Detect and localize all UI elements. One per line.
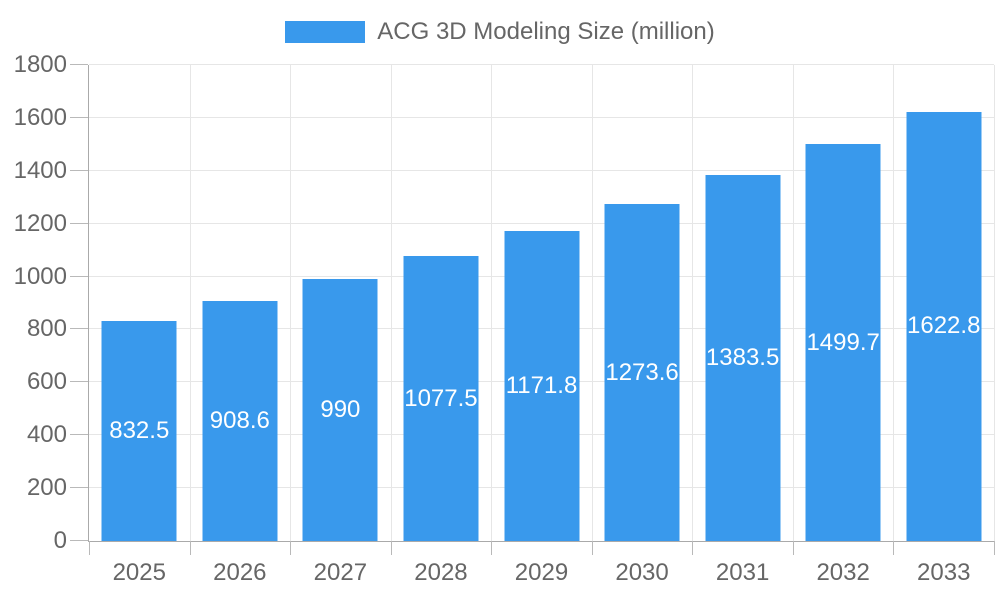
- plot-area: 0 200 400 600 800 1000 1200 1400 1600 1800 832.5 20…: [14, 53, 995, 585]
- y-axis-label: 200: [26, 474, 67, 502]
- x-axis-label: 2026: [213, 559, 267, 586]
- bar-2029: 1171.8: [504, 231, 579, 541]
- y-axis-label: 1200: [13, 209, 67, 237]
- bar-value-label: 1171.8: [505, 372, 578, 400]
- bar-2033: 1622.8: [906, 111, 982, 541]
- x-gridline: [189, 65, 191, 541]
- x-axis-label: 2031: [715, 559, 770, 586]
- x-gridline: [491, 65, 493, 541]
- bar-2031: 1383.5: [705, 175, 781, 541]
- x-axis-label: 2027: [313, 559, 368, 586]
- bar-value-label: 908.6: [209, 406, 270, 434]
- y-axis-tick: [70, 64, 88, 65]
- y-axis-label: 1600: [13, 103, 67, 131]
- bar-2026: 908.6: [202, 300, 278, 541]
- y-gridline: [89, 64, 994, 65]
- y-axis-tick: [70, 434, 88, 436]
- y-axis-label: 600: [26, 368, 67, 396]
- x-axis-label: 2025: [112, 559, 166, 586]
- y-axis-label: 0: [53, 527, 67, 554]
- y-axis-tick: [70, 328, 88, 330]
- x-axis-tick: [290, 541, 292, 555]
- bar-value-label: 1077.5: [404, 384, 478, 412]
- y-axis-tick: [70, 487, 88, 489]
- y-axis-label: 800: [26, 315, 67, 343]
- x-axis-tick: [491, 541, 493, 555]
- x-axis-label: 2029: [514, 559, 569, 586]
- bar-2025: 832.5: [101, 320, 177, 541]
- x-axis-tick: [792, 541, 794, 555]
- x-axis-tick: [390, 541, 392, 555]
- x-axis-tick: [591, 541, 593, 555]
- bar-2030: 1273.6: [604, 204, 680, 541]
- x-axis-tick: [994, 541, 995, 555]
- y-axis-label: 1000: [13, 262, 67, 290]
- x-axis-tick: [89, 541, 90, 555]
- legend-label: ACG 3D Modeling Size (million): [377, 18, 715, 45]
- y-gridline: [89, 169, 994, 171]
- x-gridline: [994, 65, 995, 541]
- x-axis-label: 2032: [816, 559, 870, 586]
- x-gridline: [290, 65, 292, 541]
- bar-2027: 990: [302, 279, 378, 541]
- bar-2028: 1077.5: [403, 256, 479, 541]
- y-axis-tick: [70, 222, 88, 224]
- bar-value-label: 1622.8: [907, 312, 981, 340]
- y-axis-label: 400: [26, 421, 67, 449]
- y-axis-tick: [70, 275, 88, 277]
- x-axis-tick: [692, 541, 694, 555]
- x-axis-tick: [189, 541, 191, 555]
- bar-value-label: 990: [320, 396, 361, 424]
- y-axis-tick: [70, 169, 88, 171]
- x-gridline: [792, 65, 794, 541]
- x-gridline: [591, 65, 593, 541]
- y-axis-label: 1400: [13, 156, 67, 184]
- bar-value-label: 1273.6: [605, 358, 679, 386]
- legend-swatch: [285, 21, 366, 43]
- x-axis-label: 2033: [917, 559, 971, 586]
- x-axis-label: 2028: [414, 559, 468, 586]
- y-gridline: [89, 222, 994, 224]
- y-axis-label: 1800: [13, 51, 67, 78]
- bar-value-label: 1499.7: [806, 328, 880, 356]
- legend-item[interactable]: ACG 3D Modeling Size (million): [0, 18, 1000, 45]
- bar-value-label: 832.5: [109, 416, 170, 444]
- x-axis-tick: [893, 541, 895, 555]
- bar-2032: 1499.7: [805, 144, 881, 541]
- y-axis-tick: [70, 116, 88, 118]
- y-gridline: [89, 116, 994, 118]
- x-gridline: [692, 65, 694, 541]
- y-axis-tick: [70, 381, 88, 383]
- x-axis-label: 2030: [615, 559, 669, 586]
- x-gridline: [390, 65, 392, 541]
- bar-value-label: 1383.5: [705, 344, 780, 372]
- y-axis-tick: [70, 540, 88, 541]
- x-gridline: [893, 65, 895, 541]
